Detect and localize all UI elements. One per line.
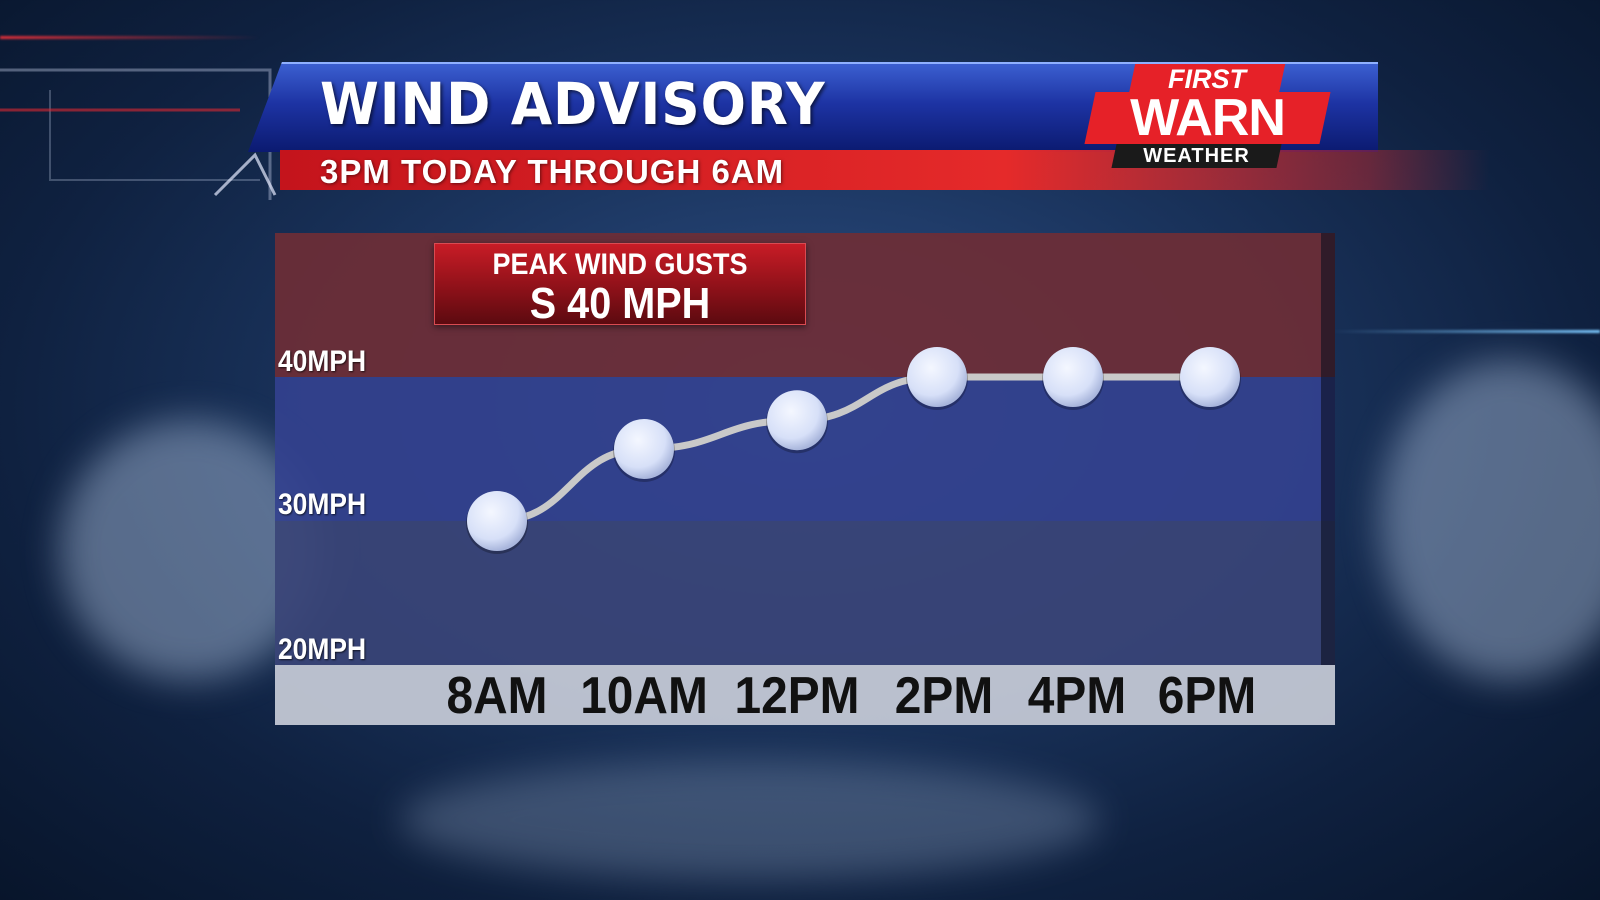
y-tick-label: 30MPH <box>278 488 367 521</box>
x-tick-label: 8AM <box>446 667 548 725</box>
chart-edge-shadow <box>1321 233 1335 665</box>
background-cloud <box>400 760 1100 880</box>
x-tick-label: 6PM <box>1157 667 1257 725</box>
y-tick-label: 20MPH <box>278 633 367 666</box>
chart-band <box>275 521 1335 665</box>
frame-bracket-decoration <box>0 68 277 200</box>
y-tick-label: 40MPH <box>278 345 367 378</box>
page-title: WIND ADVISORY <box>320 70 826 138</box>
peak-wind-callout: PEAK WIND GUSTS S 40 MPH <box>434 243 806 328</box>
x-tick-label: 10AM <box>580 667 708 725</box>
x-tick-label: 2PM <box>894 667 994 725</box>
subtitle-bar <box>280 150 1490 190</box>
data-point <box>614 419 674 479</box>
data-point <box>1180 347 1240 407</box>
x-axis-strip <box>275 665 1335 725</box>
x-tick-label: 12PM <box>734 667 860 725</box>
data-point <box>907 347 967 407</box>
data-point <box>767 390 827 451</box>
light-streak <box>0 36 260 39</box>
background-cloud <box>1380 360 1600 680</box>
advisory-timeframe: 3PM TODAY THROUGH 6AM <box>320 153 785 190</box>
peak-wind-label: PEAK WIND GUSTS <box>492 248 748 281</box>
x-tick-label: 4PM <box>1027 667 1127 725</box>
light-streak <box>1330 330 1600 333</box>
peak-wind-value: S 40 MPH <box>529 279 711 328</box>
data-point <box>467 491 527 551</box>
data-point <box>1043 347 1103 407</box>
